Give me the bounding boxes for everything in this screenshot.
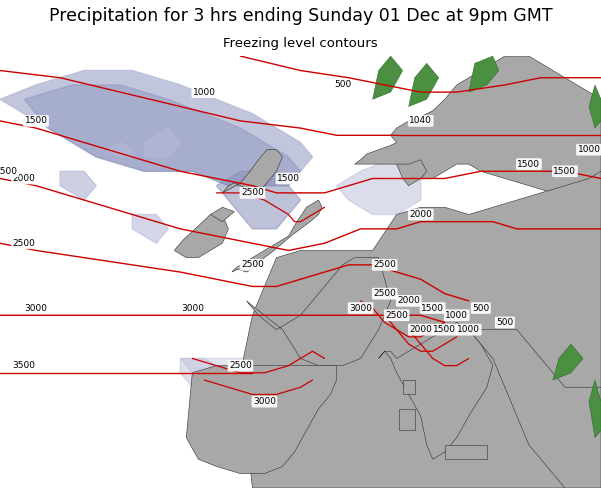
Polygon shape: [108, 142, 132, 157]
Text: 1000: 1000: [578, 145, 600, 154]
Text: 2500: 2500: [241, 188, 264, 197]
Text: 2500: 2500: [229, 361, 252, 370]
Text: 2000: 2000: [397, 296, 420, 305]
Polygon shape: [240, 171, 601, 488]
Text: 1500: 1500: [517, 160, 540, 168]
Polygon shape: [174, 215, 228, 258]
Polygon shape: [246, 258, 391, 366]
Text: 1000: 1000: [193, 88, 216, 97]
Polygon shape: [373, 56, 403, 100]
Polygon shape: [553, 344, 583, 380]
Polygon shape: [589, 85, 601, 128]
Text: 1040: 1040: [409, 117, 432, 125]
Text: 1000: 1000: [445, 311, 468, 320]
Text: 1500: 1500: [0, 167, 17, 176]
Text: 1500: 1500: [433, 325, 456, 334]
Polygon shape: [180, 358, 276, 402]
Text: 2000: 2000: [409, 325, 432, 334]
Polygon shape: [445, 445, 487, 459]
Text: 3000: 3000: [181, 304, 204, 312]
Text: 2500: 2500: [385, 311, 408, 320]
Polygon shape: [132, 215, 168, 244]
Text: 1500: 1500: [277, 174, 300, 183]
Text: 3500: 3500: [13, 361, 35, 370]
Text: 1500: 1500: [554, 167, 576, 176]
Text: 1000: 1000: [457, 325, 480, 334]
Text: 3000: 3000: [253, 397, 276, 406]
Polygon shape: [469, 56, 499, 92]
Polygon shape: [180, 358, 240, 402]
Text: Precipitation for 3 hrs ending Sunday 01 Dec at 9pm GMT: Precipitation for 3 hrs ending Sunday 01…: [49, 7, 552, 25]
Polygon shape: [469, 330, 601, 488]
Polygon shape: [222, 150, 282, 193]
Polygon shape: [0, 71, 313, 186]
Text: 2500: 2500: [241, 261, 264, 269]
Polygon shape: [399, 409, 415, 430]
Polygon shape: [60, 171, 96, 200]
Text: 500: 500: [334, 81, 351, 89]
Polygon shape: [337, 157, 421, 215]
Polygon shape: [379, 323, 493, 459]
Text: 3000: 3000: [349, 304, 372, 312]
Text: 500: 500: [496, 318, 513, 327]
Polygon shape: [409, 63, 439, 106]
Polygon shape: [210, 207, 234, 222]
Polygon shape: [216, 171, 300, 229]
Text: 500: 500: [472, 304, 489, 312]
Text: 1500: 1500: [25, 117, 47, 125]
Text: 2000: 2000: [13, 174, 35, 183]
Text: Freezing level contours: Freezing level contours: [223, 37, 378, 50]
Text: 3000: 3000: [25, 304, 47, 312]
Polygon shape: [397, 160, 427, 186]
Text: 2000: 2000: [409, 210, 432, 219]
Polygon shape: [589, 380, 601, 438]
Text: 1500: 1500: [421, 304, 444, 312]
Polygon shape: [24, 85, 301, 186]
Text: 2500: 2500: [373, 261, 396, 269]
Polygon shape: [403, 380, 415, 394]
Text: 2500: 2500: [373, 289, 396, 298]
Polygon shape: [144, 128, 180, 157]
Text: 2500: 2500: [13, 239, 35, 248]
Polygon shape: [355, 56, 601, 200]
Polygon shape: [232, 200, 322, 272]
Polygon shape: [186, 366, 337, 474]
